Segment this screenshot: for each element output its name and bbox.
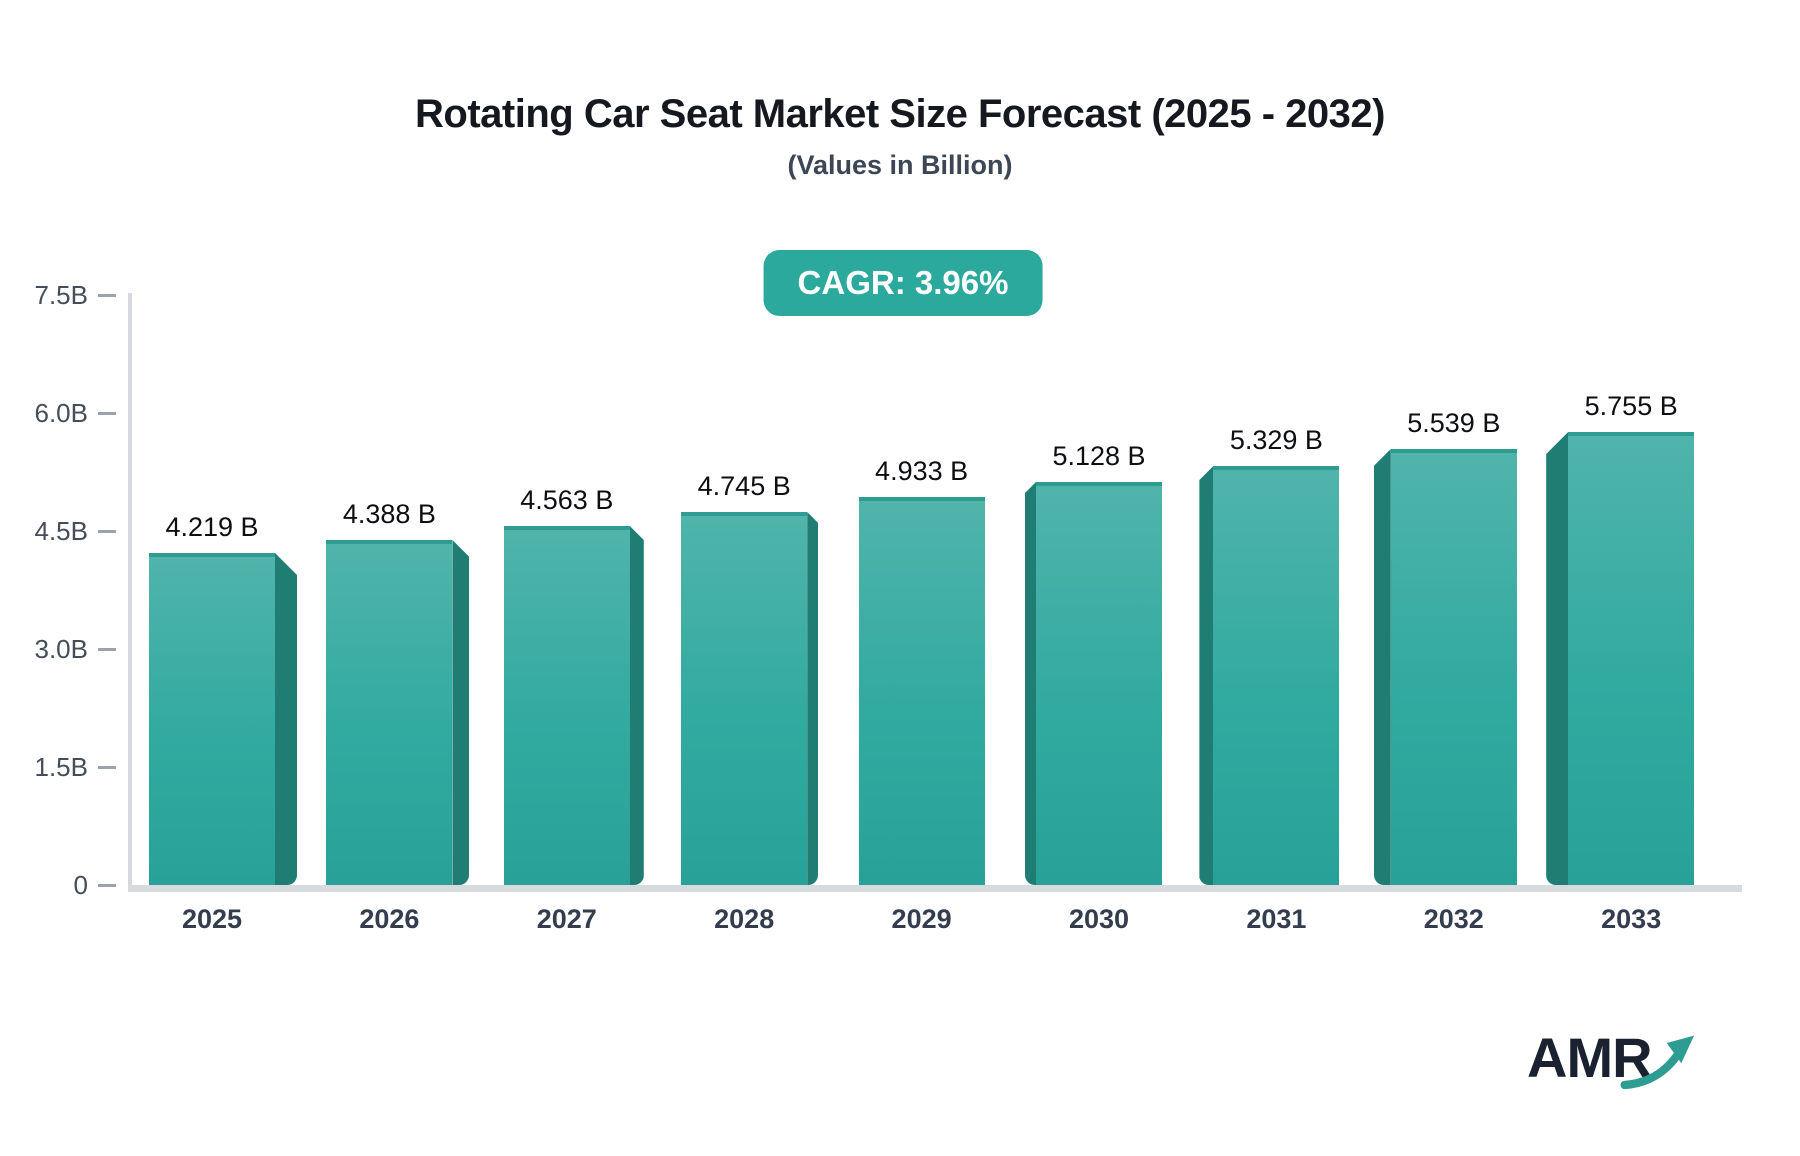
cagr-badge: CAGR: 3.96% [763, 250, 1043, 316]
amr-logo: AMR [1527, 1028, 1717, 1106]
y-tick-dash [98, 884, 116, 887]
x-axis-label-2027: 2027 [536, 904, 597, 934]
x-axis-label-2030: 2030 [1068, 904, 1130, 934]
bar-2031 [1213, 466, 1340, 885]
x-axis-label-2028: 2028 [714, 904, 775, 934]
x-axis-label-2029: 2029 [891, 904, 952, 934]
y-axis-line [128, 293, 132, 887]
x-axis-label-2026: 2026 [359, 904, 420, 934]
bar-3d-side [452, 540, 470, 885]
bar-2028 [681, 512, 808, 885]
bar-2030 [1036, 482, 1162, 885]
bar-3d-side [807, 512, 819, 885]
bar-value-label: 4.388 B [342, 499, 436, 529]
x-axis-label-2033: 2033 [1601, 904, 1662, 934]
bar-3d-side [629, 526, 644, 885]
y-tick-dash [98, 648, 116, 651]
x-axis-label-2032: 2032 [1423, 904, 1484, 934]
chart-title: Rotating Car Seat Market Size Forecast (… [415, 92, 1385, 136]
bar-3d-side [1025, 482, 1036, 885]
bar-2027 [503, 526, 630, 885]
bar-value-label: 5.128 B [1052, 441, 1146, 471]
trending-up-arrow-icon [1620, 1035, 1695, 1090]
y-tick-dash [98, 412, 116, 415]
y-tick-dash [98, 530, 116, 533]
amr-logo-text: AMR [1527, 1026, 1653, 1089]
y-tick-label: 0 [73, 870, 88, 900]
bar-2033 [1568, 432, 1695, 885]
x-axis-label-2025: 2025 [181, 904, 243, 934]
y-tick-label: 6.0B [34, 398, 89, 428]
bar-3d-side [1546, 432, 1569, 885]
x-axis-label-2031: 2031 [1246, 904, 1307, 934]
bar-3d-side [1199, 466, 1214, 885]
bar-value-label: 4.563 B [520, 485, 614, 515]
y-tick-label: 7.5B [34, 280, 89, 310]
bar-3d-side [275, 553, 297, 885]
bar-3d-side [1373, 449, 1391, 885]
bar-value-label: 5.539 B [1407, 408, 1501, 438]
bar-2026 [326, 540, 453, 885]
bar-2029 [858, 497, 985, 885]
chart-subtitle: (Values in Billion) [787, 150, 1013, 180]
bar-value-label: 4.745 B [697, 471, 791, 501]
y-tick-dash [98, 766, 116, 769]
bar-2025 [149, 553, 275, 885]
y-tick-label: 4.5B [34, 516, 89, 546]
bar-value-label: 5.329 B [1229, 425, 1323, 455]
bar-value-label: 5.755 B [1584, 391, 1678, 421]
y-tick-label: 3.0B [34, 634, 89, 664]
y-tick-dash [98, 294, 116, 297]
y-tick-label: 1.5B [34, 752, 89, 782]
x-axis-baseline [128, 885, 1742, 892]
bar-value-label: 4.219 B [165, 512, 259, 542]
bar-2032 [1390, 449, 1517, 885]
bar-value-label: 4.933 B [875, 456, 969, 486]
